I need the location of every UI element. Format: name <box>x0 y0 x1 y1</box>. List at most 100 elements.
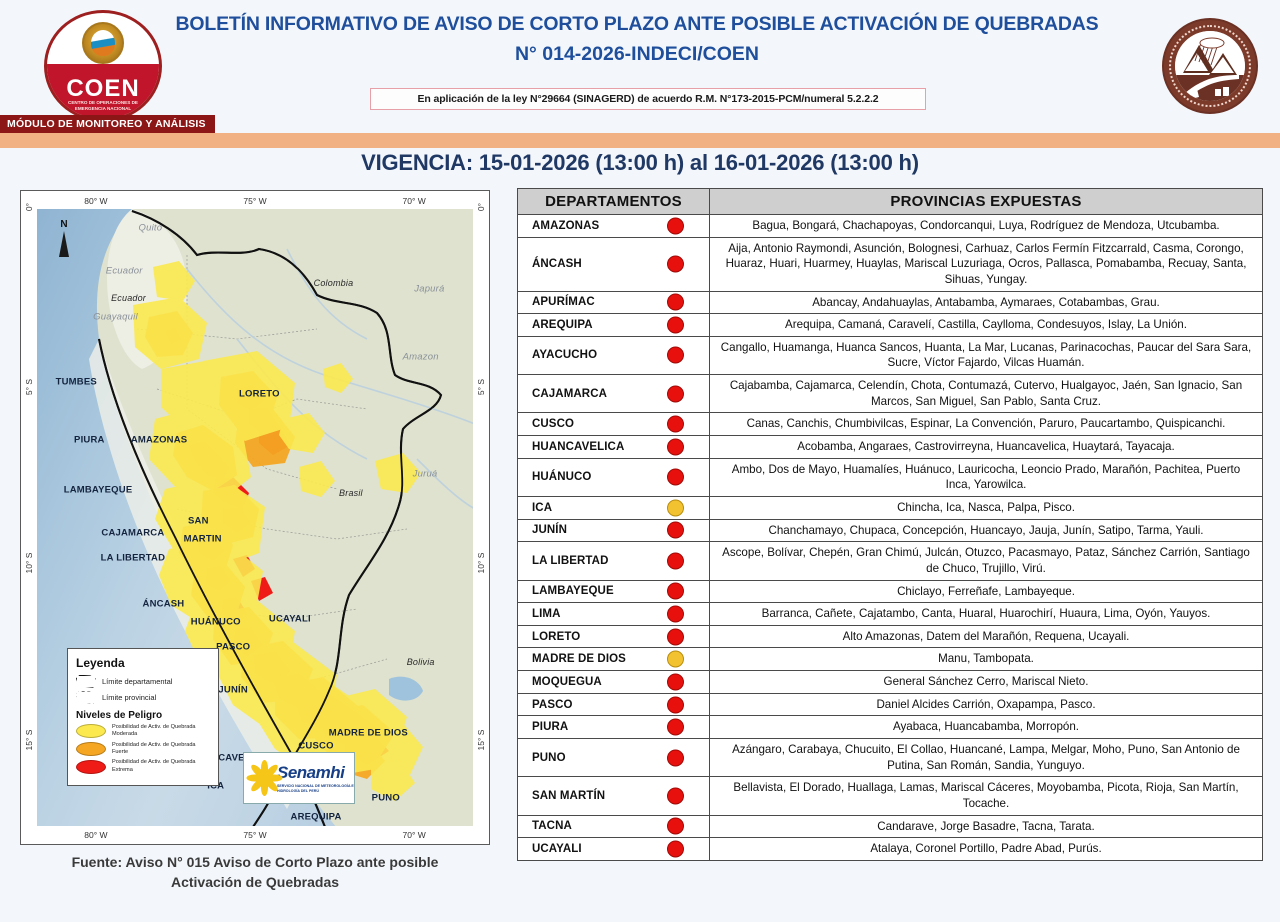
table-header-row: DEPARTAMENTOS PROVINCIAS EXPUESTAS <box>517 188 1263 215</box>
hazard-level-dot-red <box>667 696 684 714</box>
map-geometry <box>89 209 473 826</box>
provinces-cell: General Sánchez Cerro, Mariscal Nieto. <box>709 670 1263 694</box>
department-cell: MOQUEGUA <box>517 670 710 694</box>
coen-seal-icon <box>82 22 124 64</box>
department-name: MOQUEGUA <box>532 675 602 688</box>
department-name: UCAYALI <box>532 843 582 856</box>
legend-level-row: Posibilidad de Activ. de Quebrada Modera… <box>76 724 210 739</box>
department-name: CUSCO <box>532 418 575 431</box>
indeci-dotted-ring-icon <box>1169 25 1251 107</box>
map-department-label: PASCO <box>216 641 251 653</box>
hazard-level-dot-red <box>667 468 684 486</box>
map-faint-label: Guayaquil <box>93 311 138 323</box>
graticule-right-label: 5° S <box>476 378 486 395</box>
department-name: CAJAMARCA <box>532 387 608 400</box>
department-cell: AYACUCHO <box>517 335 710 376</box>
hazard-level-dot-red <box>667 787 684 805</box>
table-row: AMAZONAS Bagua, Bongará, Chachapoyas, Con… <box>517 214 1263 238</box>
table-row: MOQUEGUA General Sánchez Cerro, Mariscal … <box>517 670 1263 694</box>
department-cell: PASCO <box>517 692 710 717</box>
department-name: LAMBAYEQUE <box>532 585 614 598</box>
department-cell: ICA <box>517 495 710 520</box>
table-row: AYACUCHO Cangallo, Huamanga, Huanca Sanco… <box>517 335 1263 376</box>
map-caption-line2: Activación de Quebradas <box>170 874 340 891</box>
department-name: HUANCAVELICA <box>532 440 625 453</box>
law-notice-box: En aplicación de la ley N°29664 (SINAGER… <box>370 88 926 110</box>
table-row: HUANCAVELICA Acobamba, Angaraes, Castrovi… <box>517 435 1263 459</box>
table-row: PUNO Azángaro, Carabaya, Chucuito, El Col… <box>517 738 1263 778</box>
map-department-label: UCAYALI <box>268 613 311 625</box>
hazard-level-dot-red <box>667 316 684 334</box>
department-name: PIURA <box>532 721 569 734</box>
table-row: LA LIBERTAD Ascope, Bolívar, Chepén, Gran… <box>517 541 1263 581</box>
graticule-left-label: 10° S <box>24 552 34 574</box>
hazard-level-dot-red <box>667 438 684 456</box>
legend-level-row: Posibilidad de Activ. de Quebrada Extrem… <box>76 759 210 774</box>
map-graticule-top: 80° W 75° W 70° W <box>21 191 489 209</box>
map-faint-label: Quito <box>138 222 163 233</box>
department-name: LIMA <box>532 607 561 620</box>
map-caption-line1: Fuente: Aviso N° 015 Aviso de Corto Plaz… <box>71 854 439 870</box>
north-arrow-icon: N <box>57 219 71 259</box>
table-row: UCAYALI Atalaya, Coronel Portillo, Padre … <box>517 837 1263 861</box>
provinces-cell: Manu, Tambopata. <box>709 647 1263 672</box>
hazard-level-dot-red <box>667 673 684 691</box>
department-cell: UCAYALI <box>517 837 710 861</box>
department-name: HUÁNUCO <box>532 471 592 484</box>
map-graticule-bottom: 80° W 75° W 70° W <box>21 826 489 844</box>
graticule-left-label: 15° S <box>24 729 34 750</box>
table-row: CUSCO Canas, Canchis, Chumbivilcas, Espin… <box>517 412 1263 437</box>
department-name: MADRE DE DIOS <box>532 653 626 666</box>
map-department-label: ÁNCASH <box>142 598 185 610</box>
map-department-label: HUÁNUCO <box>190 616 241 628</box>
senamhi-text-block: Senamhi SERVICIO NACIONAL DE METEOROLOGÍ… <box>277 763 354 793</box>
department-name: JUNÍN <box>532 524 568 537</box>
map-department-label: MARTIN <box>183 533 222 545</box>
orange-divider-bar <box>0 133 1280 148</box>
graticule-right-label: 10° S <box>476 552 486 574</box>
legend-level-label: Posibilidad de Activ. de Quebrada Extrem… <box>112 759 196 773</box>
hazard-level-dot-red <box>667 840 684 858</box>
map-faint-label: Amazon <box>402 351 439 363</box>
department-cell: HUÁNUCO <box>517 457 710 497</box>
hazard-level-dot-red <box>667 293 684 311</box>
sun-icon <box>246 760 282 796</box>
provinces-cell: Candarave, Jorge Basadre, Tacna, Tarata. <box>709 814 1263 839</box>
provinces-cell: Canas, Canchis, Chumbivilcas, Espinar, L… <box>709 412 1263 437</box>
map-department-label: MADRE DE DIOS <box>328 727 408 739</box>
validity-period: VIGENCIA: 15-01-2026 (13:00 h) al 16-01-… <box>361 150 919 175</box>
table-row: LIMA Barranca, Cañete, Cajatambo, Canta, … <box>517 602 1263 626</box>
map-department-label: SAN <box>187 515 209 527</box>
department-name: AMAZONAS <box>532 219 600 232</box>
provinces-cell: Alto Amazonas, Datem del Marañón, Requen… <box>709 624 1263 649</box>
department-cell: AREQUIPA <box>517 313 710 337</box>
legend-title: Leyenda <box>76 655 125 670</box>
hazard-level-dot-red <box>667 217 684 235</box>
provinces-cell: Atalaya, Coronel Portillo, Padre Abad, P… <box>709 837 1263 861</box>
map-country-label: Brasil <box>339 487 363 498</box>
department-cell: LIMA <box>517 602 710 626</box>
coen-logo: COEN CENTRO DE OPERACIONES DE EMERGENCIA… <box>44 10 162 122</box>
provinces-cell: Azángaro, Carabaya, Chucuito, El Collao,… <box>709 738 1263 778</box>
dept-boundary-icon <box>76 674 96 688</box>
graticule-left-label: 5° S <box>24 378 34 395</box>
coen-wordmark: COEN <box>66 74 140 102</box>
hazard-level-dot-red <box>667 385 684 403</box>
table-row: AREQUIPA Arequipa, Camaná, Caravelí, Cast… <box>517 313 1263 337</box>
department-name: LORETO <box>532 630 581 643</box>
coen-seal-inner-icon <box>91 30 115 56</box>
table-row: TACNA Candarave, Jorge Basadre, Tacna, Ta… <box>517 814 1263 839</box>
department-cell: JUNÍN <box>517 518 710 543</box>
senamhi-name: Senamhi <box>277 762 345 782</box>
map-legend: Leyenda Límite departamental Límite prov… <box>67 647 219 786</box>
table-row: LORETO Alto Amazonas, Datem del Marañón, … <box>517 624 1263 649</box>
provinces-cell: Bagua, Bongará, Chachapoyas, Condorcanqu… <box>709 214 1263 238</box>
table-row: HUÁNUCO Ambo, Dos de Mayo, Huamalíes, Huá… <box>517 457 1263 497</box>
provinces-cell: Ascope, Bolívar, Chepén, Gran Chimú, Jul… <box>709 541 1263 581</box>
graticule-bottom-label: 75° W <box>243 830 267 840</box>
department-cell: LAMBAYEQUE <box>517 579 710 604</box>
provinces-cell: Chiclayo, Ferreñafe, Lambayeque. <box>709 579 1263 604</box>
legend-boundary-dept: Límite departamental <box>76 674 210 688</box>
graticule-right-label: 15° S <box>476 729 486 750</box>
legend-level-swatch <box>76 759 106 774</box>
